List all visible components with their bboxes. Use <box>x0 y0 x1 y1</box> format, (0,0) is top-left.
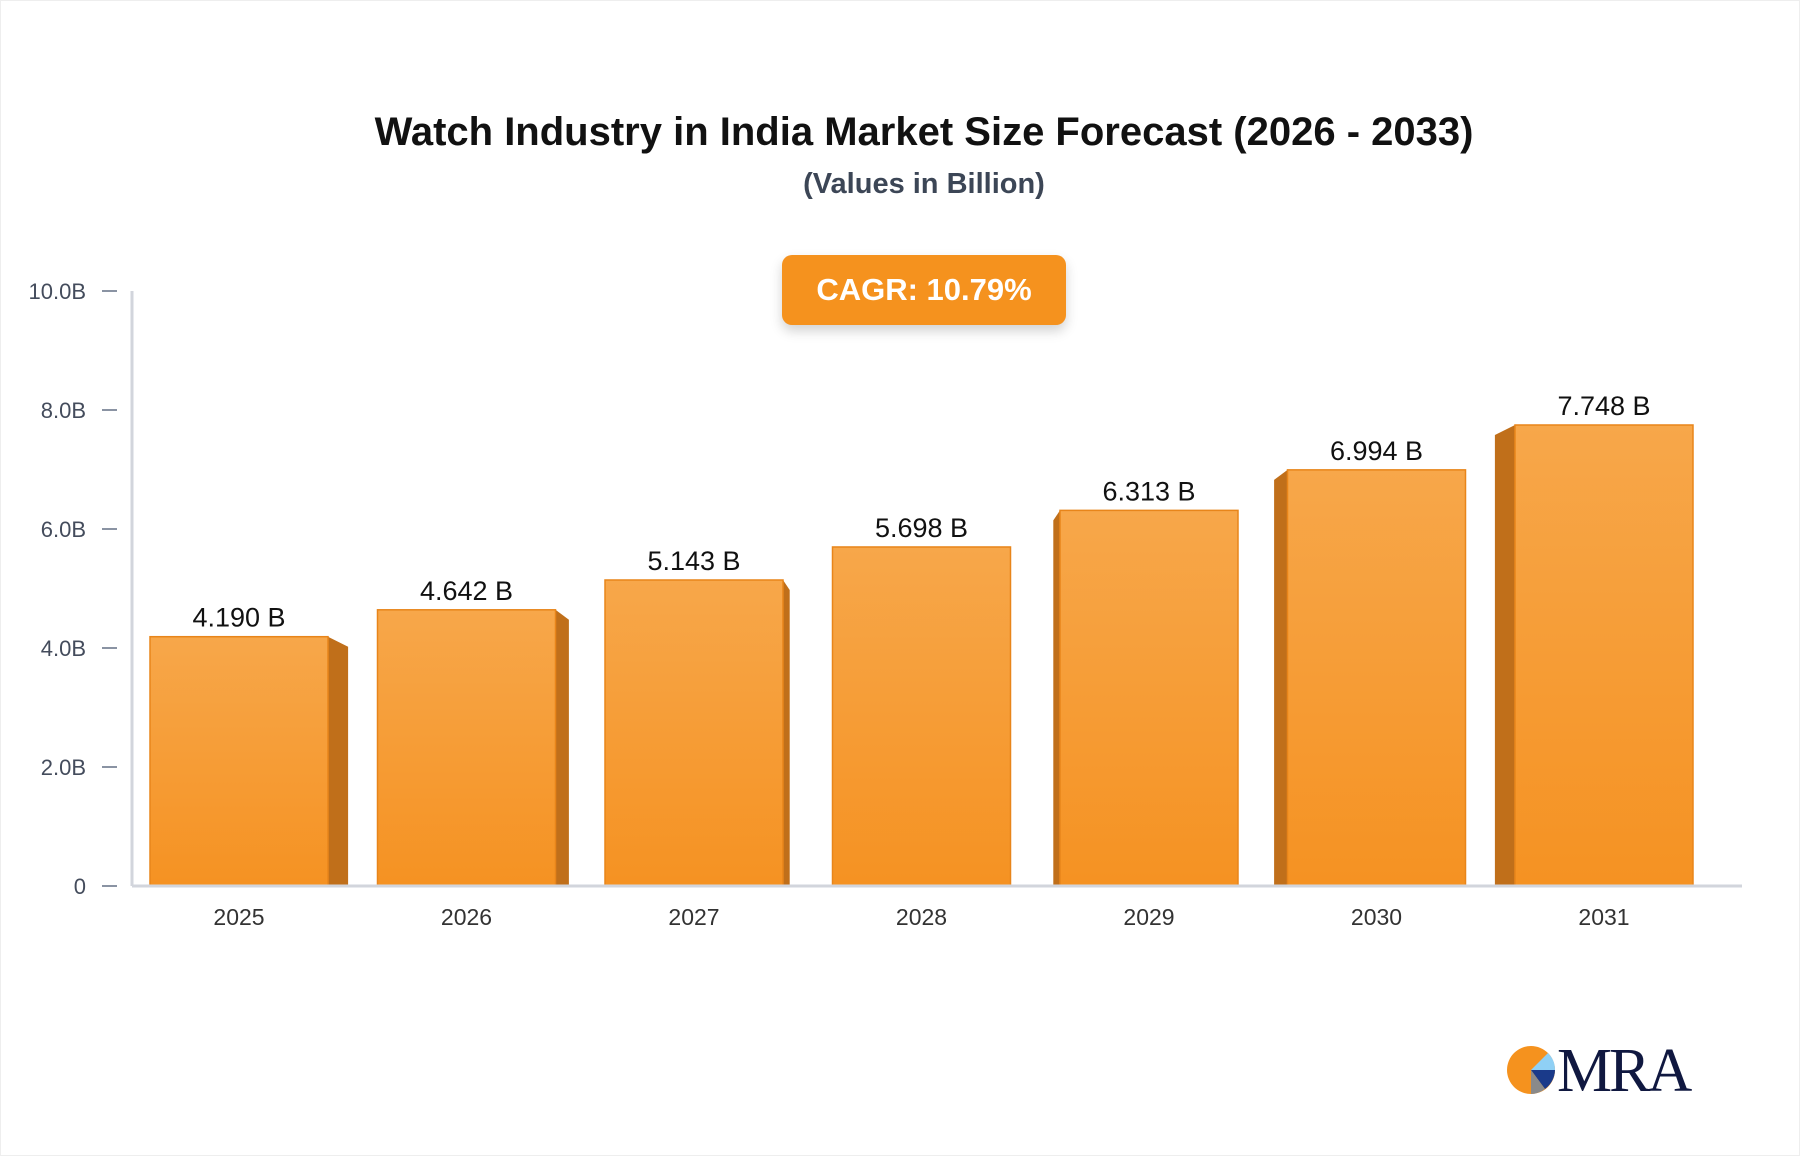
x-tick-label: 2026 <box>441 904 492 930</box>
x-tick-label: 2027 <box>668 904 719 930</box>
data-label: 4.190 B <box>192 603 285 633</box>
data-label: 5.143 B <box>647 546 740 576</box>
bar-2028 <box>831 546 1012 887</box>
y-tick-label: 0 <box>74 874 86 899</box>
bar-2025 <box>149 635 329 887</box>
bar-2030 <box>1286 469 1467 887</box>
x-axis: 2025 2026 2027 2028 2029 2030 2031 <box>132 884 1742 930</box>
y-tick-label: 10.0B <box>29 279 87 304</box>
bar-side <box>555 609 569 886</box>
chart-subtitle: (Values in Billion) <box>803 168 1045 200</box>
pie-logo-icon <box>1507 1046 1556 1094</box>
y-tick-label: 2.0B <box>41 755 86 780</box>
mra-logo: MRA <box>1505 1037 1695 1105</box>
bar-2029 <box>1059 509 1239 887</box>
bar-side <box>1274 469 1288 886</box>
bar-2031 <box>1514 424 1694 887</box>
y-tick-label: 4.0B <box>41 636 86 661</box>
chart-title: Watch Industry in India Market Size Fore… <box>374 110 1474 154</box>
data-label: 7.748 B <box>1557 391 1650 421</box>
y-axis: 0 2.0B 4.0B 6.0B 8.0B 10.0B <box>29 279 134 899</box>
y-tick-label: 8.0B <box>41 398 86 423</box>
logo-text: MRA <box>1557 1037 1692 1105</box>
cagr-badge: CAGR: 10.79% <box>782 255 1066 325</box>
x-tick-label: 2028 <box>896 904 947 930</box>
data-label: 5.698 B <box>875 513 968 543</box>
x-tick-label: 2031 <box>1578 904 1629 930</box>
x-tick-label: 2030 <box>1351 904 1402 930</box>
bar-side <box>783 579 790 886</box>
bars: 4.190 B 4.642 B 5.143 B 5.698 B 6.313 B 6.994… <box>149 391 1694 887</box>
bar-side <box>1053 510 1060 886</box>
x-tick-label: 2029 <box>1123 904 1174 930</box>
bar-2026 <box>376 609 557 887</box>
bar-side <box>328 636 349 886</box>
data-label: 6.313 B <box>1102 476 1195 506</box>
y-tick-label: 6.0B <box>41 517 86 542</box>
data-label: 6.994 B <box>1330 436 1423 466</box>
bar-side <box>1494 424 1515 886</box>
bar-2027 <box>604 579 784 887</box>
x-tick-label: 2025 <box>213 904 264 930</box>
data-label: 4.642 B <box>420 576 513 606</box>
